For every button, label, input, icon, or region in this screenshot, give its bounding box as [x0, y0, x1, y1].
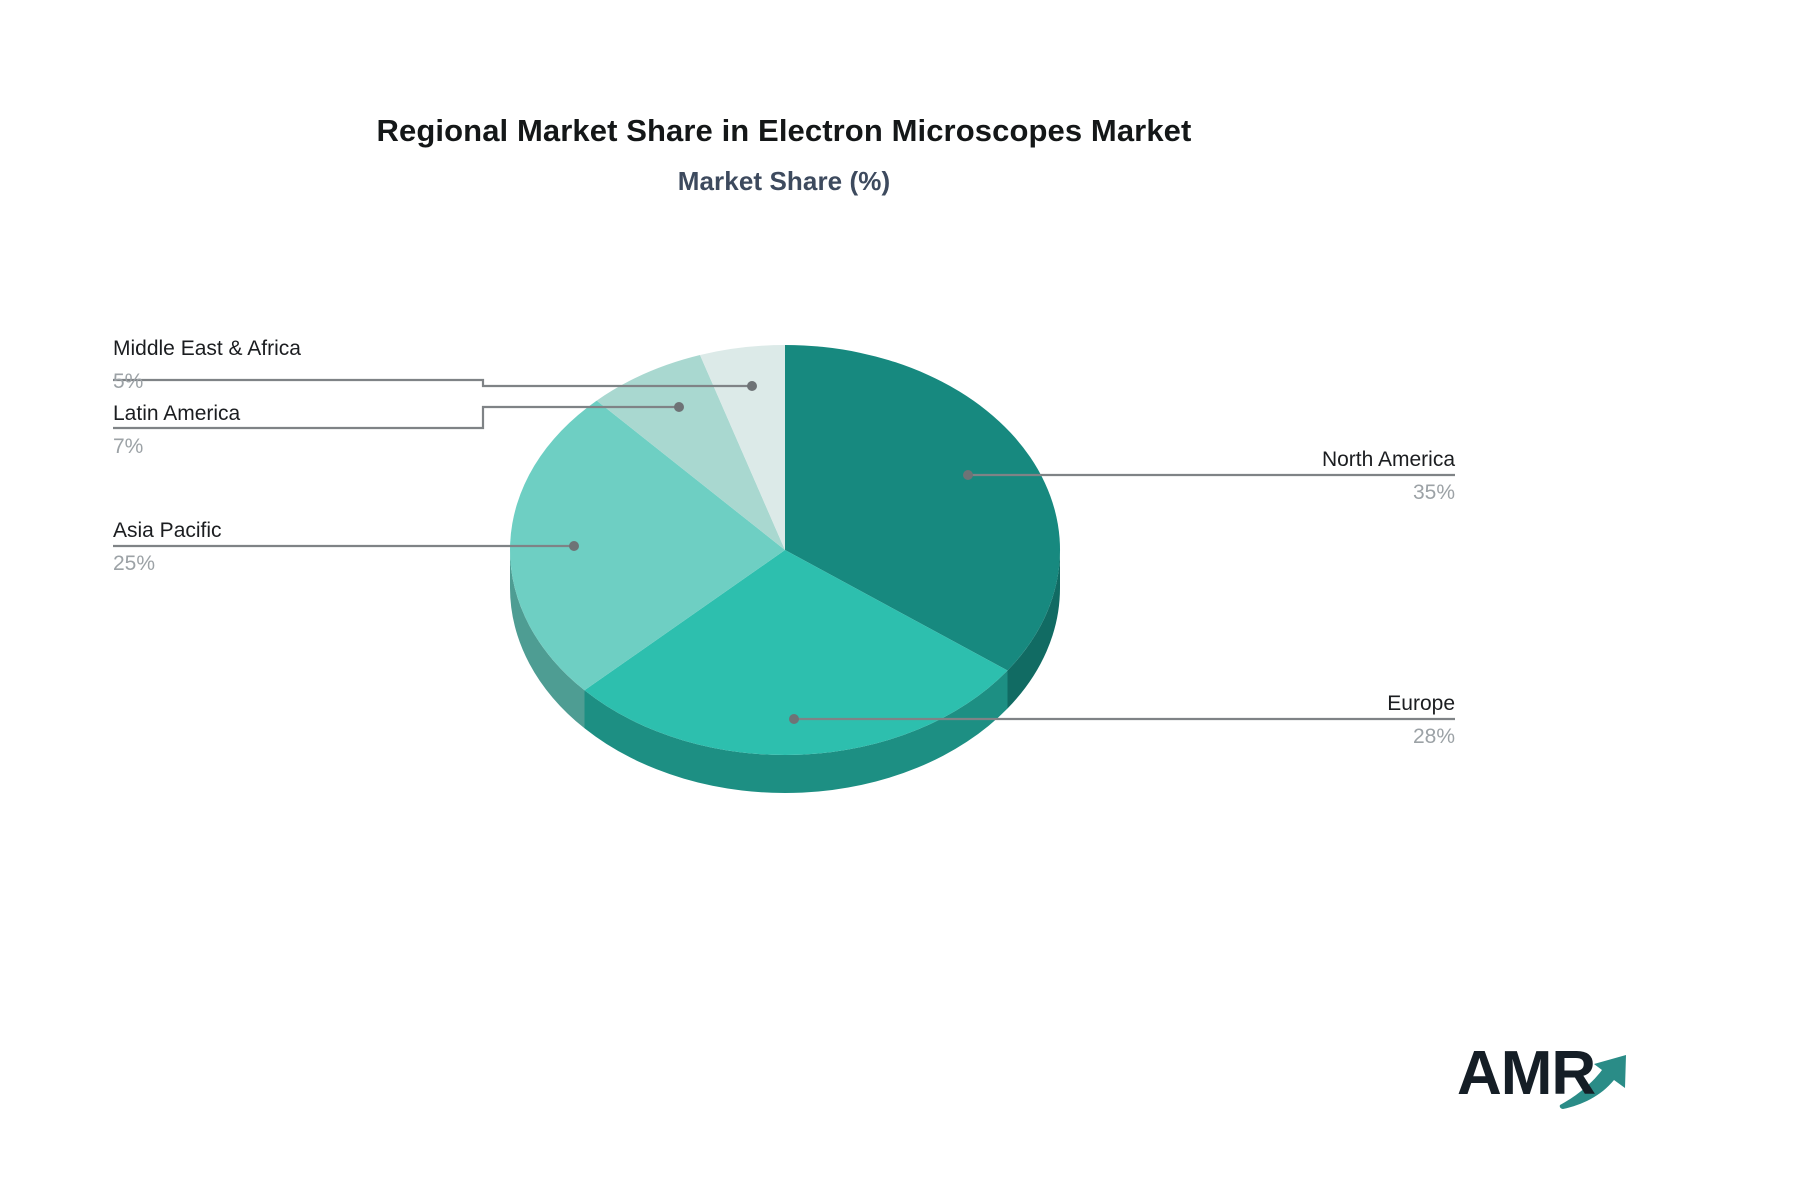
pie-slice-middle-east-africa[interactable] — [700, 344, 785, 550]
pie-top-face — [510, 344, 1061, 756]
pie-3d-side-walls — [510, 550, 1060, 794]
callout-label-middle-east-africa: Middle East & Africa — [113, 337, 301, 360]
leader-line-latin-america — [113, 405, 679, 430]
amr-wordmark: AMR — [1457, 1039, 1595, 1108]
callout-value-middle-east-africa: 5% — [113, 370, 144, 393]
callout-value-latin-america: 7% — [113, 435, 144, 458]
chart-title: Regional Market Share in Electron Micros… — [376, 113, 1192, 148]
leader-line-middle-east-africa — [113, 378, 752, 388]
callout-label-north-america: North America — [1321, 448, 1455, 471]
pie-slice-asia-pacific[interactable] — [510, 400, 785, 691]
pie-side-asia-pacific — [510, 550, 585, 729]
callout-value-europe: 28% — [1412, 725, 1455, 748]
amr-logo: AMR — [1457, 1039, 1626, 1109]
callout-value-asia-pacific: 25% — [113, 552, 156, 575]
callout-latin-america[interactable]: Latin America 7% — [113, 399, 240, 462]
leader-lines — [113, 378, 1455, 721]
pie-side-north-america — [1007, 550, 1060, 709]
callout-label-europe: Europe — [1387, 692, 1455, 715]
leader-dot-europe — [789, 714, 799, 724]
callout-asia-pacific[interactable]: Asia Pacific 25% — [113, 516, 222, 579]
pie-slice-europe[interactable] — [584, 550, 1008, 756]
leader-dot-middle-east-africa — [747, 381, 757, 391]
pie-slice-north-america[interactable] — [785, 345, 1061, 671]
callout-europe[interactable]: Europe 28% — [1387, 689, 1455, 752]
chart-subtitle: Market Share (%) — [677, 166, 891, 196]
leader-dot-latin-america — [674, 402, 684, 412]
leader-dots — [569, 381, 973, 724]
callout-middle-east-africa[interactable]: Middle East & Africa 5% — [113, 334, 301, 397]
callout-value-north-america: 35% — [1412, 481, 1455, 504]
amr-arrow-icon — [1559, 1055, 1626, 1109]
callout-north-america[interactable]: North America 35% — [1322, 445, 1455, 508]
leader-dot-north-america — [963, 470, 973, 480]
callout-label-latin-america: Latin America — [113, 402, 241, 425]
leader-dot-asia-pacific — [569, 541, 579, 551]
pie-slice-latin-america[interactable] — [596, 355, 785, 550]
pie-side-europe — [584, 670, 1008, 794]
callout-label-asia-pacific: Asia Pacific — [113, 519, 222, 542]
